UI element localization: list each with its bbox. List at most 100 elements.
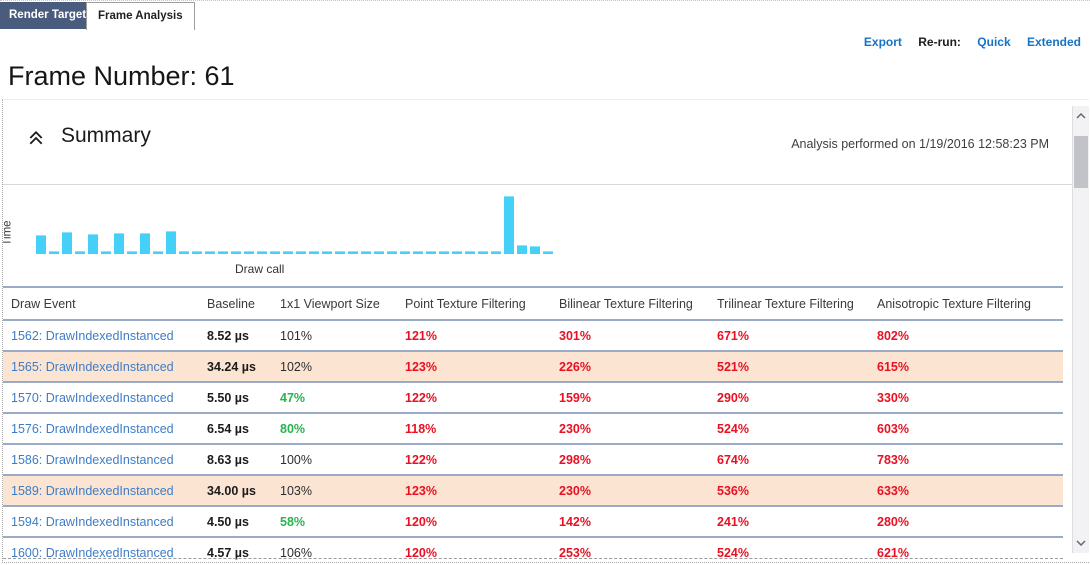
- chart-bar[interactable]: [478, 251, 488, 254]
- table-row[interactable]: 1600: DrawIndexedInstanced 4.57 µs 106% 120…: [3, 538, 1063, 562]
- cell-draw-event-link[interactable]: 1586: DrawIndexedInstanced: [11, 452, 174, 467]
- cell-draw-event-link[interactable]: 1576: DrawIndexedInstanced: [11, 421, 174, 436]
- chart-bar[interactable]: [270, 251, 280, 254]
- cell-baseline: 8.52 µs: [207, 328, 249, 343]
- table-row[interactable]: 1576: DrawIndexedInstanced 6.54 µs 80% 118%…: [3, 414, 1063, 445]
- chart-bar[interactable]: [335, 251, 345, 254]
- column-header-bilinear-filtering[interactable]: Bilinear Texture Filtering: [559, 296, 693, 311]
- chart-bar[interactable]: [413, 251, 423, 254]
- chart-bar[interactable]: [153, 251, 163, 254]
- cell-point-filtering: 120%: [405, 514, 437, 529]
- chart-bar[interactable]: [127, 251, 137, 254]
- cell-bilinear-filtering: 253%: [559, 545, 591, 560]
- chart-bar[interactable]: [114, 233, 124, 254]
- chart-bar[interactable]: [309, 251, 319, 254]
- chart-bar[interactable]: [192, 251, 202, 254]
- cell-baseline: 6.54 µs: [207, 421, 249, 436]
- rerun-quick-link[interactable]: Quick: [977, 35, 1011, 49]
- chart-bar[interactable]: [296, 251, 306, 254]
- column-header-anisotropic-filtering[interactable]: Anisotropic Texture Filtering: [877, 296, 1032, 311]
- chart-bar[interactable]: [517, 245, 527, 254]
- chart-bar[interactable]: [218, 251, 228, 254]
- chart-bar[interactable]: [374, 251, 384, 254]
- cell-anisotropic-filtering: 280%: [877, 514, 909, 529]
- scroll-down-icon[interactable]: [1073, 535, 1089, 551]
- chart-bar[interactable]: [257, 251, 267, 254]
- cell-draw-event-link[interactable]: 1570: DrawIndexedInstanced: [11, 390, 174, 405]
- cell-trilinear-filtering: 290%: [717, 390, 749, 405]
- column-header-draw-event[interactable]: Draw Event: [11, 296, 76, 311]
- table-row[interactable]: 1594: DrawIndexedInstanced 4.50 µs 58% 120%…: [3, 507, 1063, 538]
- scrollbar-thumb[interactable]: [1074, 136, 1088, 188]
- scroll-up-icon[interactable]: [1073, 108, 1089, 124]
- chart-bar[interactable]: [491, 251, 501, 254]
- table-header-row: Draw Event Baseline 1x1 Viewport Size Po…: [3, 286, 1063, 321]
- chart-bar[interactable]: [140, 233, 150, 254]
- chart-bar[interactable]: [283, 251, 293, 254]
- table-row[interactable]: 1562: DrawIndexedInstanced 8.52 µs 101% 121…: [3, 321, 1063, 352]
- chart-y-axis-label: Time: [2, 220, 14, 246]
- chart-bar[interactable]: [244, 251, 254, 254]
- chart-bar[interactable]: [62, 232, 72, 254]
- chart-bar[interactable]: [348, 251, 358, 254]
- chart-bar[interactable]: [166, 231, 176, 254]
- cell-bilinear-filtering: 142%: [559, 514, 591, 529]
- column-header-viewport[interactable]: 1x1 Viewport Size: [280, 296, 380, 311]
- chart-bar[interactable]: [504, 196, 514, 254]
- rerun-extended-link[interactable]: Extended: [1026, 35, 1081, 49]
- cell-anisotropic-filtering: 615%: [877, 359, 909, 374]
- vertical-scrollbar[interactable]: [1072, 106, 1089, 553]
- chart-bar[interactable]: [387, 251, 397, 254]
- table-row[interactable]: 1565: DrawIndexedInstanced 34.24 µs 102% 12…: [3, 352, 1063, 383]
- cell-bilinear-filtering: 159%: [559, 390, 591, 405]
- chart-bar[interactable]: [465, 251, 475, 254]
- export-link[interactable]: Export: [863, 35, 902, 49]
- cell-baseline: 4.57 µs: [207, 545, 249, 560]
- cell-trilinear-filtering: 674%: [717, 452, 749, 467]
- chart-bar[interactable]: [36, 235, 46, 254]
- chart-bar[interactable]: [179, 251, 189, 254]
- table-row[interactable]: 1586: DrawIndexedInstanced 8.63 µs 100% 122…: [3, 445, 1063, 476]
- cell-anisotropic-filtering: 783%: [877, 452, 909, 467]
- collapse-summary-icon[interactable]: [28, 130, 46, 148]
- table-row[interactable]: 1570: DrawIndexedInstanced 5.50 µs 47% 122%…: [3, 383, 1063, 414]
- cell-draw-event-link[interactable]: 1589: DrawIndexedInstanced: [11, 483, 174, 498]
- chart-bar[interactable]: [322, 251, 332, 254]
- cell-bilinear-filtering: 298%: [559, 452, 591, 467]
- chart-bar[interactable]: [426, 251, 436, 254]
- column-header-point-filtering[interactable]: Point Texture Filtering: [405, 296, 526, 311]
- cell-draw-event-link[interactable]: 1562: DrawIndexedInstanced: [11, 328, 174, 343]
- table-row[interactable]: 1589: DrawIndexedInstanced 34.00 µs 103% 12…: [3, 476, 1063, 507]
- cell-draw-event-link[interactable]: 1565: DrawIndexedInstanced: [11, 359, 174, 374]
- chart-bar[interactable]: [75, 251, 85, 254]
- chart-bar[interactable]: [361, 251, 371, 254]
- cell-draw-event-link[interactable]: 1600: DrawIndexedInstanced: [11, 545, 174, 560]
- document-tab-strip: Render Target Frame Analysis: [0, 1, 1090, 31]
- cell-bilinear-filtering: 230%: [559, 421, 591, 436]
- column-header-trilinear-filtering[interactable]: Trilinear Texture Filtering: [717, 296, 854, 311]
- chart-bar[interactable]: [543, 251, 553, 254]
- cell-viewport-size: 80%: [280, 421, 306, 436]
- page-title: Frame Number: 61: [8, 61, 235, 91]
- chart-bar[interactable]: [439, 251, 449, 254]
- cell-viewport-size: 100%: [280, 452, 312, 467]
- chart-bar[interactable]: [530, 246, 540, 254]
- rerun-label: Re-run:: [918, 35, 961, 49]
- chart-bar[interactable]: [88, 234, 98, 254]
- cell-baseline: 34.24 µs: [207, 359, 256, 374]
- chart-bar[interactable]: [231, 251, 241, 254]
- chart-bar[interactable]: [400, 251, 410, 254]
- column-header-baseline[interactable]: Baseline: [207, 296, 255, 311]
- cell-point-filtering: 123%: [405, 359, 437, 374]
- tab-frame-analysis[interactable]: Frame Analysis: [86, 2, 195, 30]
- cell-point-filtering: 122%: [405, 390, 437, 405]
- chart-bar[interactable]: [49, 251, 59, 254]
- cell-viewport-size: 101%: [280, 328, 312, 343]
- chart-bar[interactable]: [101, 251, 111, 254]
- summary-section-header: Summary Analysis performed on 1/19/2016 …: [3, 100, 1089, 185]
- chart-bar[interactable]: [452, 251, 462, 254]
- tab-render-target[interactable]: Render Target: [0, 2, 96, 29]
- chart-bar[interactable]: [205, 251, 215, 254]
- cell-viewport-size: 103%: [280, 483, 312, 498]
- cell-draw-event-link[interactable]: 1594: DrawIndexedInstanced: [11, 514, 174, 529]
